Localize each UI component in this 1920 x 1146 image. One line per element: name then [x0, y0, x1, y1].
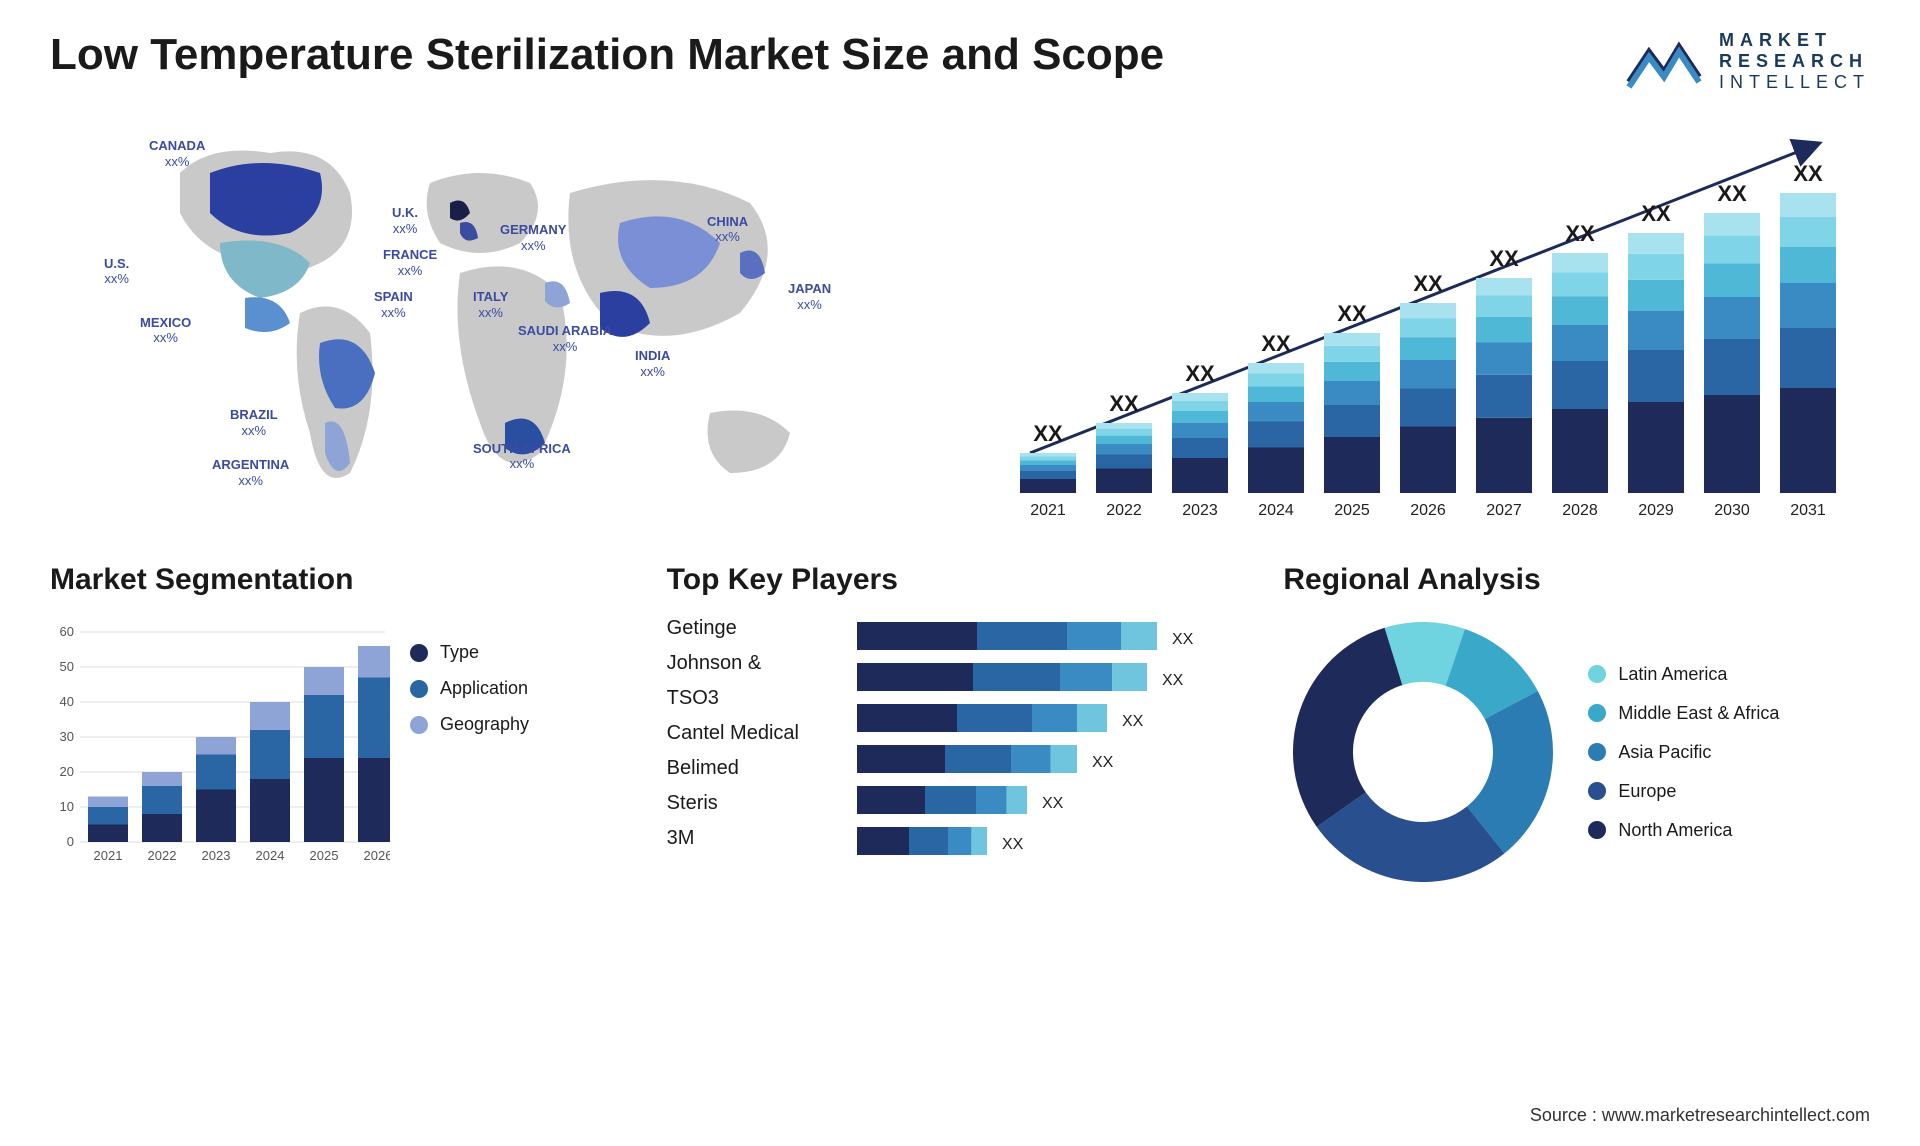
- world-map-panel: CANADAxx% U.S.xx% MEXICOxx% BRAZILxx% ARGENT…: [50, 113, 950, 533]
- map-label: U.S.xx%: [104, 256, 129, 287]
- legend-item: Middle East & Africa: [1588, 703, 1779, 724]
- svg-text:2027: 2027: [1486, 502, 1522, 519]
- svg-text:2029: 2029: [1638, 502, 1674, 519]
- map-label: FRANCExx%: [383, 247, 437, 278]
- map-label: CHINAxx%: [707, 214, 748, 245]
- svg-text:50: 50: [60, 659, 74, 674]
- brand-logo: MARKET RESEARCH INTELLECT: [1624, 30, 1870, 93]
- regional-title: Regional Analysis: [1283, 563, 1870, 597]
- players-list: Getinge Johnson & TSO3 Cantel Medical Belime…: [667, 612, 837, 872]
- players-panel: Top Key Players Getinge Johnson & TSO3 Cant…: [667, 563, 1254, 892]
- svg-text:XX: XX: [1793, 161, 1823, 186]
- svg-text:XX: XX: [1337, 301, 1367, 326]
- svg-text:2026: 2026: [1410, 502, 1446, 519]
- map-label: U.K.xx%: [392, 205, 418, 236]
- svg-text:XX: XX: [1565, 221, 1595, 246]
- svg-text:60: 60: [60, 624, 74, 639]
- map-label: MEXICOxx%: [140, 315, 191, 346]
- svg-text:XX: XX: [1092, 754, 1114, 771]
- player-name: Belimed: [667, 757, 837, 780]
- regional-donut: [1283, 612, 1563, 892]
- svg-text:2023: 2023: [202, 848, 231, 863]
- legend-item: Asia Pacific: [1588, 742, 1779, 763]
- svg-text:0: 0: [67, 834, 74, 849]
- legend-item: Latin America: [1588, 664, 1779, 685]
- bottom-row: Market Segmentation 0 10 20 30 40 50 60 2021 202…: [50, 563, 1870, 892]
- player-name: Cantel Medical: [667, 722, 837, 745]
- svg-text:2028: 2028: [1562, 502, 1598, 519]
- regional-panel: Regional Analysis Latin America Middle Ea…: [1283, 563, 1870, 892]
- svg-text:20: 20: [60, 764, 74, 779]
- svg-text:2021: 2021: [94, 848, 123, 863]
- player-name: TSO3: [667, 687, 837, 710]
- svg-text:XX: XX: [1489, 246, 1519, 271]
- players-bars: XX XX XX XX XX XX: [857, 612, 1217, 872]
- main-bar-chart: 2021 XX 2022 XX 2023 XX 2024 XX 2025 XX 2026 XX 2027…: [990, 113, 1870, 533]
- svg-text:XX: XX: [1122, 713, 1144, 730]
- segmentation-chart: 0 10 20 30 40 50 60 2021 2022 2023 2024 2025 2026: [50, 612, 390, 872]
- logo-text: MARKET RESEARCH INTELLECT: [1719, 30, 1870, 93]
- player-name: Steris: [667, 792, 837, 815]
- svg-text:2023: 2023: [1182, 502, 1218, 519]
- map-label: SPAINxx%: [374, 289, 413, 320]
- svg-text:XX: XX: [1162, 672, 1184, 689]
- regional-legend: Latin America Middle East & Africa Asia Pa…: [1588, 664, 1779, 841]
- map-label: CANADAxx%: [149, 138, 205, 169]
- legend-item: North America: [1588, 820, 1779, 841]
- svg-text:2021: 2021: [1030, 502, 1066, 519]
- svg-text:XX: XX: [1109, 391, 1139, 416]
- svg-text:XX: XX: [1033, 421, 1063, 446]
- svg-text:XX: XX: [1413, 271, 1443, 296]
- svg-text:2031: 2031: [1790, 502, 1826, 519]
- player-name: Getinge: [667, 617, 837, 640]
- legend-item: Application: [410, 678, 529, 699]
- svg-text:2024: 2024: [256, 848, 285, 863]
- players-title: Top Key Players: [667, 563, 1254, 597]
- svg-text:2022: 2022: [148, 848, 177, 863]
- map-label: ITALYxx%: [473, 289, 508, 320]
- segmentation-title: Market Segmentation: [50, 563, 637, 597]
- svg-text:10: 10: [60, 799, 74, 814]
- svg-text:2022: 2022: [1106, 502, 1142, 519]
- map-label: SAUDI ARABIAxx%: [518, 323, 612, 354]
- map-label: GERMANYxx%: [500, 222, 566, 253]
- segmentation-panel: Market Segmentation 0 10 20 30 40 50 60 2021 202…: [50, 563, 637, 892]
- svg-text:XX: XX: [1641, 201, 1671, 226]
- svg-text:40: 40: [60, 694, 74, 709]
- map-label: SOUTH AFRICAxx%: [473, 441, 571, 472]
- svg-text:XX: XX: [1042, 795, 1064, 812]
- legend-item: Geography: [410, 714, 529, 735]
- svg-text:2025: 2025: [1334, 502, 1370, 519]
- map-label: BRAZILxx%: [230, 407, 278, 438]
- svg-text:XX: XX: [1717, 181, 1747, 206]
- player-name: Johnson &: [667, 652, 837, 675]
- svg-text:2030: 2030: [1714, 502, 1750, 519]
- map-label: INDIAxx%: [635, 348, 670, 379]
- logo-icon: [1624, 32, 1704, 92]
- svg-text:30: 30: [60, 729, 74, 744]
- header: Low Temperature Sterilization Market Siz…: [50, 30, 1870, 93]
- source-text: Source : www.marketresearchintellect.com: [1530, 1105, 1870, 1126]
- svg-text:XX: XX: [1185, 361, 1215, 386]
- segmentation-legend: Type Application Geography: [410, 612, 529, 872]
- map-label: JAPANxx%: [788, 281, 831, 312]
- svg-text:XX: XX: [1261, 331, 1291, 356]
- legend-item: Europe: [1588, 781, 1779, 802]
- svg-text:2024: 2024: [1258, 502, 1294, 519]
- map-label: ARGENTINAxx%: [212, 457, 289, 488]
- svg-text:2026: 2026: [364, 848, 390, 863]
- svg-text:2025: 2025: [310, 848, 339, 863]
- svg-text:XX: XX: [1172, 631, 1194, 648]
- player-name: 3M: [667, 827, 837, 850]
- page-title: Low Temperature Sterilization Market Siz…: [50, 30, 1164, 80]
- top-row: CANADAxx% U.S.xx% MEXICOxx% BRAZILxx% ARGENT…: [50, 113, 1870, 533]
- legend-item: Type: [410, 642, 529, 663]
- svg-text:XX: XX: [1002, 836, 1024, 853]
